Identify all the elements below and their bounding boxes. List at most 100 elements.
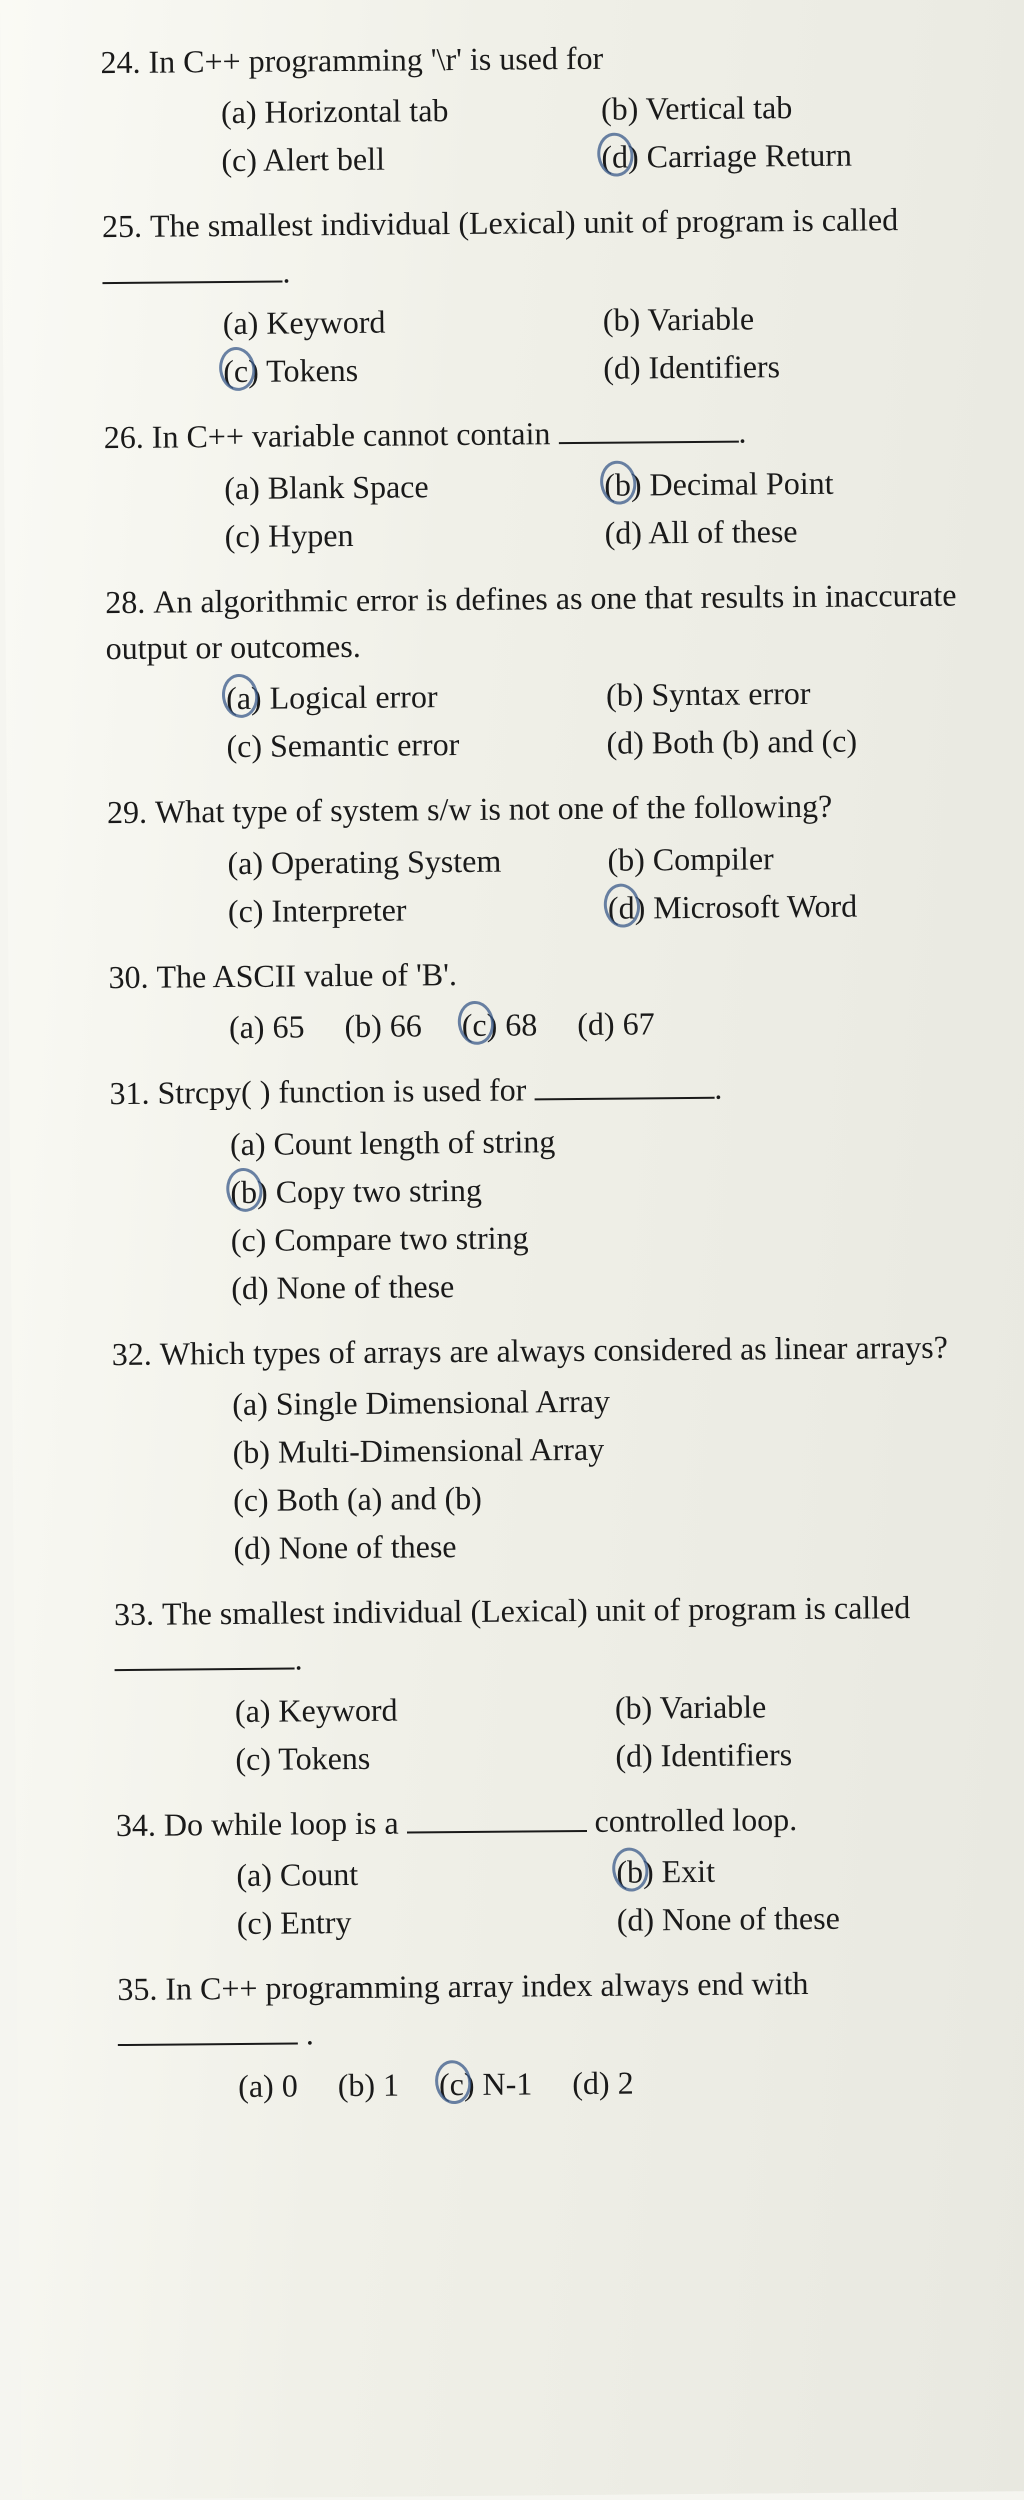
option-d: (d) All of these	[604, 505, 944, 556]
question-number: 28.	[105, 583, 153, 619]
question: 32. Which types of arrays are always con…	[112, 1323, 978, 1573]
question: 26. In C++ variable cannot contain .(a) …	[104, 407, 969, 561]
option-c: (c) Tokens	[235, 1732, 575, 1783]
option-c: (c) Interpreter	[228, 884, 568, 935]
question: 29. What type of system s/w is not one o…	[107, 782, 972, 936]
options-container: (a) Single Dimensional Array(b) Multi-Di…	[112, 1373, 978, 1573]
option-b: (b) Copy two string	[230, 1161, 974, 1215]
option-c: (c) Compare two string	[231, 1209, 975, 1263]
question: 25. The smallest individual (Lexical) un…	[102, 196, 968, 396]
options-container: (a) Count (b) Exit (c) Entry (d) None of th…	[116, 1845, 981, 1949]
option-b: (b) Multi-Dimensional Array	[232, 1421, 976, 1475]
pen-mark-icon	[597, 458, 639, 507]
option-b: (b) Decimal Point	[604, 457, 944, 508]
question-text: Strcpy( ) function is used for	[157, 1072, 526, 1111]
pen-mark-icon	[594, 131, 636, 180]
question: 33. The smallest individual (Lexical) un…	[114, 1583, 980, 1783]
options-container: (a) Horizontal tab (b) Vertical tab (c) Al…	[101, 82, 966, 186]
option-b: (b) Variable	[603, 293, 943, 344]
question-number: 25.	[102, 208, 150, 244]
option-a: (a) 0	[238, 2061, 298, 2110]
question-text: Which types of arrays are always conside…	[160, 1328, 948, 1371]
option-a: (a) 65	[229, 1003, 305, 1052]
fill-blank	[406, 1803, 586, 1833]
option-b: (b) 66	[344, 1001, 422, 1050]
option-d: (d) 67	[577, 999, 655, 1048]
question-text: The smallest individual (Lexical) unit o…	[150, 202, 899, 245]
options-container: (a) Logical error (b) Syntax error (c) Sem…	[106, 668, 971, 772]
question-number: 33.	[114, 1596, 162, 1632]
option-c: (c) Alert bell	[221, 133, 561, 184]
option-a: (a) Keyword	[235, 1684, 575, 1735]
question-text: What type of system s/w is not one of th…	[155, 788, 833, 830]
pen-mark-icon	[223, 1165, 265, 1214]
question-number: 24.	[100, 44, 148, 80]
options-container: (a) Blank Space (b) Decimal Point (c) Hype…	[104, 457, 969, 561]
options-container: (a) 65(b) 66(c) 68(d) 67	[109, 997, 973, 1053]
pen-mark-icon	[432, 2058, 474, 2107]
question: 30. The ASCII value of 'B'. (a) 65 (b) 66 (…	[108, 946, 973, 1052]
option-b: (b) Compiler	[607, 832, 947, 883]
option-a: (a) Operating System	[227, 836, 567, 887]
option-d: (d) 2	[572, 2058, 634, 2107]
option-c: (c) Both (a) and (b)	[233, 1469, 977, 1523]
question: 28. An algorithmic error is defines as o…	[105, 571, 971, 771]
option-b: (b) Vertical tab	[601, 82, 941, 133]
question-text-after: .	[298, 2016, 314, 2052]
options-container: (a) Keyword (b) Variable (c) Tokens (d) Ide…	[115, 1680, 980, 1784]
question-text: In C++ programming '\r' is used for	[148, 40, 603, 80]
question: 35. In C++ programming array index alway…	[117, 1959, 982, 2111]
scanned-page: 24. In C++ programming '\r' is used for(…	[0, 0, 1024, 2500]
option-d: (d) None of these	[233, 1517, 977, 1571]
option-d: (d) Identifiers	[603, 341, 943, 392]
options-container: (a) Count length of string(b) Copy two s…	[110, 1113, 976, 1313]
fill-blank	[558, 414, 738, 444]
option-b: (b) 1	[338, 2060, 400, 2109]
option-d: (d) None of these	[617, 1893, 957, 1944]
question-text: In C++ variable cannot contain	[152, 415, 551, 454]
option-a: (a) Single Dimensional Array	[232, 1373, 976, 1427]
option-a: (a) Count	[236, 1848, 576, 1899]
option-d: (d) Identifiers	[615, 1728, 955, 1779]
option-c: (c) Semantic error	[226, 719, 566, 770]
option-b: (b) Exit	[616, 1845, 956, 1896]
fill-blank	[114, 1641, 294, 1671]
option-a: (a) Horizontal tab	[221, 86, 561, 137]
pen-mark-icon	[216, 345, 258, 394]
question-number: 35.	[117, 1971, 165, 2007]
fill-blank	[534, 1070, 714, 1100]
question-number: 26.	[104, 419, 152, 455]
option-a: (a) Blank Space	[224, 461, 564, 512]
fill-blank	[118, 2016, 298, 2046]
question-text-after: controlled loop.	[586, 1801, 797, 1839]
pen-mark-icon	[455, 999, 497, 1048]
question-number: 34.	[116, 1806, 164, 1842]
question: 34. Do while loop is a controlled loop. (…	[116, 1794, 981, 1948]
pen-mark-icon	[609, 1845, 651, 1894]
question-text: The ASCII value of 'B'.	[156, 956, 457, 995]
question-text: An algorithmic error is defines as one t…	[106, 576, 957, 666]
fill-blank	[102, 254, 282, 284]
option-b: (b) Syntax error	[606, 668, 946, 719]
pen-mark-icon	[219, 672, 261, 721]
option-c: (c) N-1	[439, 2059, 533, 2108]
option-a: (a) Keyword	[223, 296, 563, 347]
option-c: (c) Hypen	[224, 509, 564, 560]
options-container: (a) Operating System (b) Compiler (c) Inte…	[107, 832, 972, 936]
question-text: Do while loop is a	[164, 1804, 407, 1842]
question: 31. Strcpy( ) function is used for .(a) …	[109, 1063, 975, 1313]
option-a: (a) Logical error	[226, 671, 566, 722]
options-container: (a) 0 (b) 1 (c) N-1 (d) 2	[118, 2055, 982, 2111]
question-number: 30.	[108, 958, 156, 994]
option-c: (c) Entry	[237, 1896, 577, 1947]
question-number: 29.	[107, 794, 155, 830]
option-c: (c) Tokens	[223, 344, 563, 395]
option-a: (a) Count length of string	[230, 1113, 974, 1167]
option-b: (b) Variable	[615, 1680, 955, 1731]
option-d: (d) None of these	[231, 1257, 975, 1311]
question-text: The smallest individual (Lexical) unit o…	[162, 1589, 911, 1632]
question-text: In C++ programming array index always en…	[165, 1965, 808, 2007]
question: 24. In C++ programming '\r' is used for(…	[100, 32, 965, 186]
question-number: 31.	[109, 1075, 157, 1111]
pen-mark-icon	[601, 881, 643, 930]
